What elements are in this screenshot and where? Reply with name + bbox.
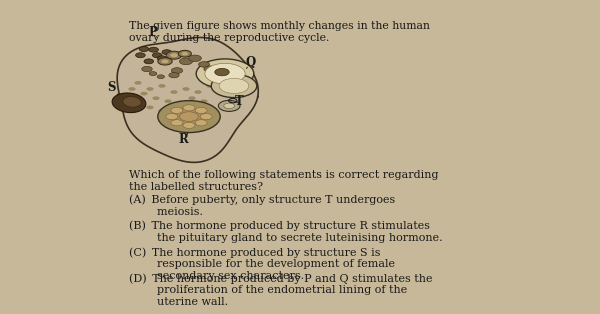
Circle shape (195, 107, 207, 113)
Text: R: R (178, 133, 188, 146)
Circle shape (158, 84, 166, 88)
Circle shape (146, 106, 154, 109)
Circle shape (211, 74, 257, 98)
Circle shape (188, 55, 202, 62)
Circle shape (158, 58, 172, 65)
Text: (C) The hormone produced by structure S is
        responsible for the developme: (C) The hormone produced by structure S … (129, 247, 395, 281)
Circle shape (171, 120, 183, 126)
Polygon shape (117, 37, 258, 162)
Circle shape (171, 68, 183, 74)
Circle shape (158, 101, 220, 133)
Circle shape (170, 53, 178, 57)
Text: S: S (107, 81, 115, 94)
Circle shape (183, 105, 195, 111)
Ellipse shape (112, 93, 146, 113)
Circle shape (188, 96, 196, 100)
Circle shape (152, 96, 160, 100)
Circle shape (182, 106, 190, 109)
Text: The given figure shows monthly changes in the human
ovary during the reproductiv: The given figure shows monthly changes i… (129, 21, 430, 43)
Circle shape (166, 114, 178, 120)
Circle shape (194, 90, 202, 94)
Circle shape (146, 87, 154, 91)
Circle shape (196, 59, 254, 88)
Text: (A) Before puberty, only structure T undergoes
        meiosis.: (A) Before puberty, only structure T und… (129, 195, 395, 217)
Circle shape (218, 87, 226, 91)
Circle shape (158, 109, 166, 112)
Circle shape (140, 92, 148, 95)
Circle shape (170, 90, 178, 94)
Circle shape (173, 109, 181, 112)
Circle shape (166, 51, 182, 59)
Circle shape (139, 47, 149, 51)
Circle shape (152, 53, 162, 58)
Text: (D) The hormone produced by P and Q stimulates the
        proliferation of the : (D) The hormone produced by P and Q stim… (129, 273, 433, 307)
Circle shape (143, 67, 151, 71)
Circle shape (198, 61, 210, 68)
Circle shape (149, 47, 158, 52)
Circle shape (219, 78, 249, 94)
Circle shape (182, 87, 190, 91)
Circle shape (218, 100, 240, 111)
Text: Q: Q (245, 57, 256, 69)
Text: Which of the following statements is correct regarding
the labelled structures?: Which of the following statements is cor… (129, 170, 439, 192)
Ellipse shape (123, 97, 141, 107)
Circle shape (171, 107, 183, 113)
Circle shape (157, 56, 167, 61)
Circle shape (205, 63, 245, 84)
Circle shape (161, 60, 169, 63)
Circle shape (179, 112, 199, 122)
Circle shape (195, 120, 207, 126)
Circle shape (168, 72, 180, 78)
Circle shape (206, 84, 214, 88)
Circle shape (164, 100, 172, 103)
Circle shape (182, 52, 188, 55)
Circle shape (215, 68, 229, 76)
Circle shape (155, 74, 167, 80)
Circle shape (149, 72, 157, 76)
Circle shape (183, 122, 195, 128)
Text: (B) The hormone produced by structure R stimulates
        the pituitary gland t: (B) The hormone produced by structure R … (129, 221, 443, 243)
Circle shape (128, 87, 136, 91)
Circle shape (205, 67, 215, 72)
Circle shape (178, 50, 191, 57)
Circle shape (200, 114, 212, 120)
Text: P: P (149, 26, 157, 39)
Text: T: T (235, 95, 243, 108)
Circle shape (200, 100, 208, 103)
Circle shape (162, 50, 172, 55)
Circle shape (144, 59, 154, 64)
Circle shape (212, 81, 220, 85)
Circle shape (134, 81, 142, 85)
Circle shape (182, 59, 190, 63)
Circle shape (136, 53, 145, 58)
Circle shape (224, 103, 235, 109)
